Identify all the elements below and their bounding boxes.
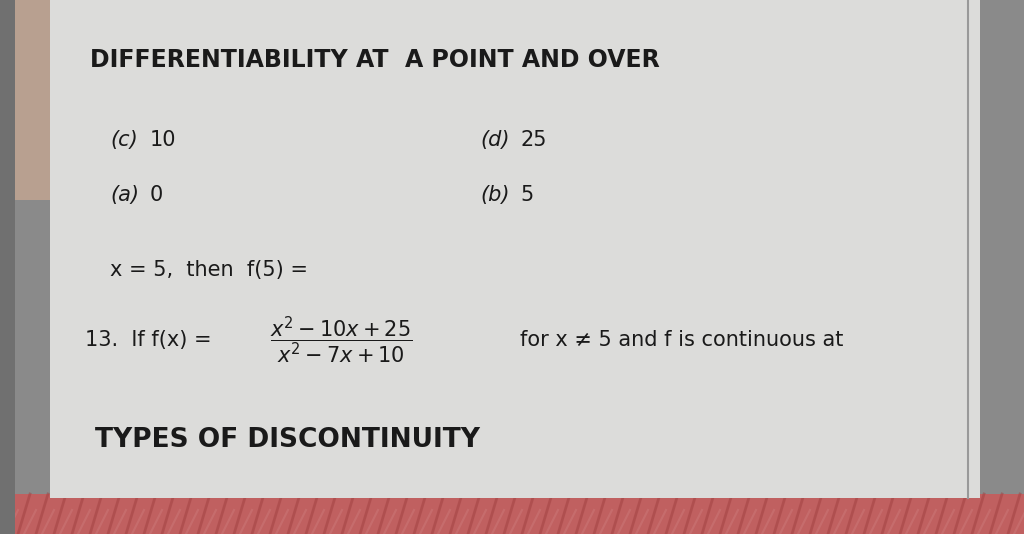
Text: 0: 0 <box>150 185 163 205</box>
Text: (a): (a) <box>110 185 139 205</box>
Bar <box>0 494 1024 534</box>
Text: 10: 10 <box>150 130 176 150</box>
Text: (d): (d) <box>480 130 510 150</box>
Text: (b): (b) <box>480 185 510 205</box>
Bar <box>0 0 15 534</box>
Text: 13.  If f(x) =: 13. If f(x) = <box>85 330 212 350</box>
Bar <box>0 0 55 200</box>
Text: x = 5,  then  f(5) =: x = 5, then f(5) = <box>110 260 308 280</box>
Text: DIFFERENTIABILITY AT  A POINT AND OVER: DIFFERENTIABILITY AT A POINT AND OVER <box>90 48 659 72</box>
Text: 5: 5 <box>520 185 534 205</box>
Text: TYPES OF DISCONTINUITY: TYPES OF DISCONTINUITY <box>95 427 480 453</box>
Text: for x ≠ 5 and f is continuous at: for x ≠ 5 and f is continuous at <box>520 330 844 350</box>
Text: $\dfrac{x^2-10x+25}{x^2-7x+10}$: $\dfrac{x^2-10x+25}{x^2-7x+10}$ <box>270 315 413 366</box>
Text: (c): (c) <box>110 130 138 150</box>
Text: 25: 25 <box>520 130 547 150</box>
